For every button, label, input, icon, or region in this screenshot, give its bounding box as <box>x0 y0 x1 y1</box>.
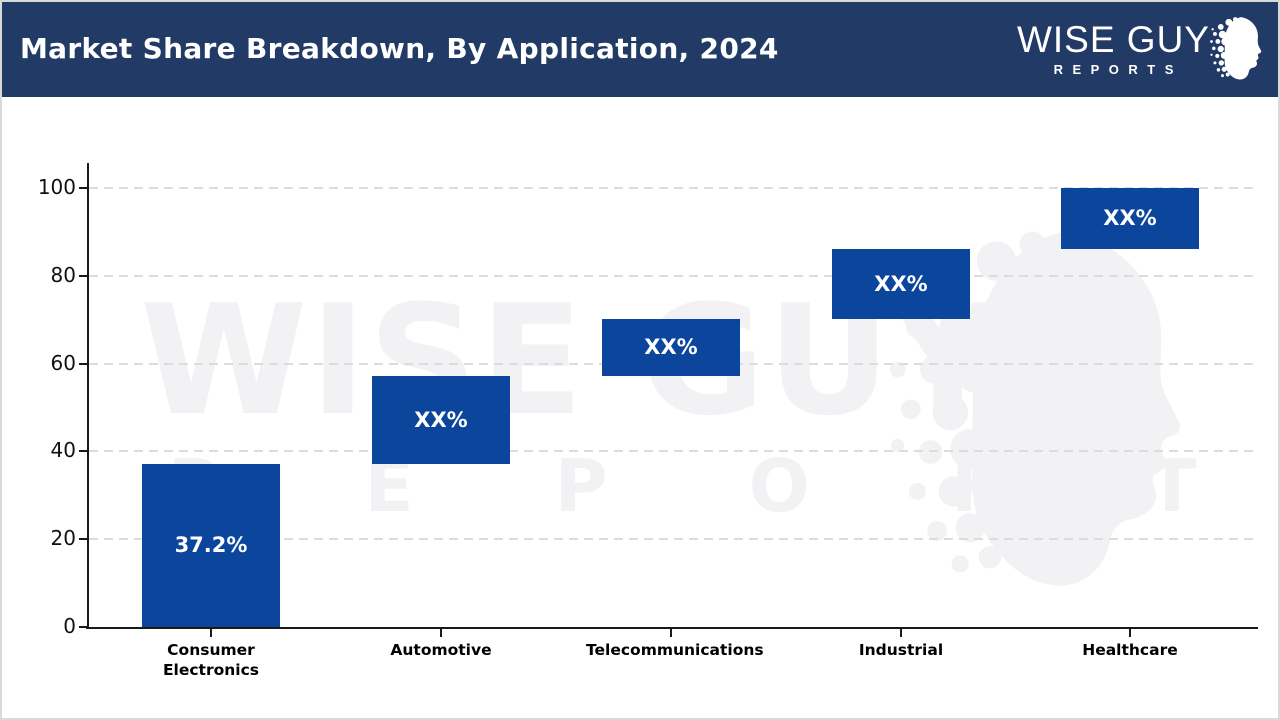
x-tick-label-automotive: Automotive <box>390 641 492 659</box>
y-tick-mark <box>79 538 87 541</box>
x-tick-mark <box>440 629 442 637</box>
bar-consumer-electronics[interactable]: 37.2% <box>142 463 280 627</box>
x-tick-label-healthcare: Healthcare <box>1082 641 1178 659</box>
page-title: Market Share Breakdown, By Application, … <box>20 32 779 65</box>
bar-value-label: XX% <box>1103 206 1157 231</box>
x-tick-label-telecommunications: Telecommunications <box>586 641 764 659</box>
logo-wordmark: WISE GUY <box>1016 18 1210 60</box>
y-tick-label-80: 80 <box>50 262 76 287</box>
x-tick-label-industrial: Industrial <box>858 641 944 659</box>
gridline-20 <box>89 538 1255 541</box>
bar-automotive[interactable]: XX% <box>372 375 510 464</box>
x-tick-mark <box>670 629 672 637</box>
x-tick-mark <box>1129 629 1131 637</box>
y-tick-mark <box>79 362 87 365</box>
y-tick-mark <box>79 626 87 628</box>
wiseguy-logo: WISE GUY REPORTS <box>1017 4 1266 94</box>
logo-subtitle: REPORTS <box>1053 62 1183 78</box>
bar-value-label: XX% <box>874 271 928 296</box>
bar-healthcare[interactable]: XX% <box>1061 188 1199 249</box>
wiseguy-logo-text: WISE GUY REPORTS <box>1016 18 1210 78</box>
y-tick-label-20: 20 <box>50 526 76 551</box>
bar-value-label: 37.2% <box>174 533 248 558</box>
y-tick-label-40: 40 <box>50 438 76 463</box>
bar-telecommunications[interactable]: XX% <box>602 318 740 376</box>
bar-industrial[interactable]: XX% <box>832 248 970 319</box>
y-tick-label-100: 100 <box>37 175 76 199</box>
x-tick-label-consumer-electronics: Consumer Electronics <box>162 641 260 680</box>
y-tick-mark <box>79 274 87 277</box>
y-axis-spine <box>87 163 89 629</box>
bar-value-label: XX% <box>644 335 698 360</box>
y-tick-mark <box>79 450 87 453</box>
x-tick-mark <box>900 629 902 637</box>
gridline-80 <box>89 274 1255 277</box>
wiseguy-face-icon <box>1210 17 1262 80</box>
bar-value-label: XX% <box>414 407 468 432</box>
x-tick-mark <box>210 629 212 637</box>
y-tick-label-60: 60 <box>50 350 76 375</box>
gridline-40 <box>89 450 1255 453</box>
header-bar: Market Share Breakdown, By Application, … <box>0 0 1280 97</box>
x-axis-spine <box>86 627 1258 629</box>
y-tick-mark <box>79 187 87 189</box>
gridline-100 <box>89 187 1255 189</box>
y-tick-label-0: 0 <box>63 614 76 638</box>
